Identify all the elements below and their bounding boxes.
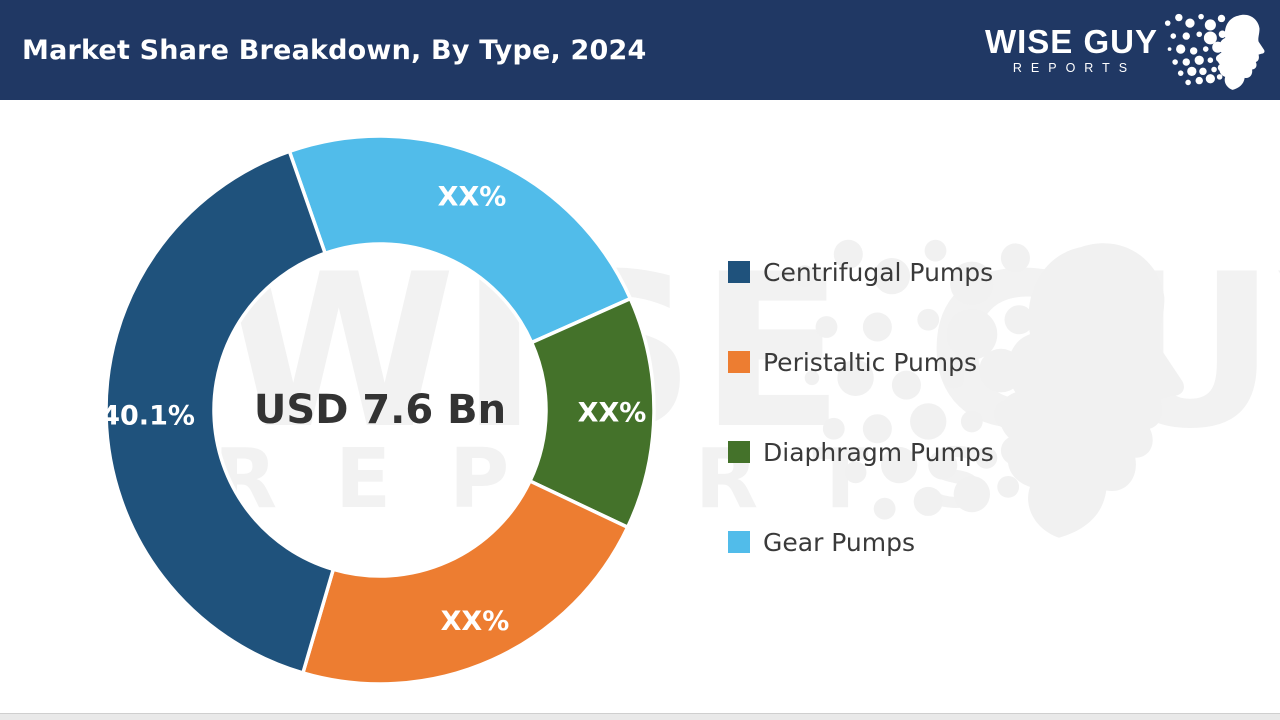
legend-swatch-icon	[728, 531, 750, 553]
donut-chart: XX% XX% XX% 40.1%	[101, 134, 656, 686]
donut-segment-label-diaphragm-pumps: XX%	[578, 397, 647, 428]
legend-label: Peristaltic Pumps	[763, 347, 978, 377]
legend-swatch-icon	[728, 441, 750, 463]
brand-face-icon	[1164, 13, 1265, 90]
legend-item-centrifugal-pumps: Centrifugal Pumps	[728, 257, 994, 287]
legend-label: Diaphragm Pumps	[763, 437, 994, 467]
brand-logo: WISE GUY REPORTS	[985, 6, 1266, 94]
donut-segment-label-gear-pumps: XX%	[438, 182, 507, 213]
footer-bar	[0, 713, 1280, 720]
legend-item-peristaltic-pumps: Peristaltic Pumps	[728, 347, 994, 377]
legend: Centrifugal Pumps Peristaltic Pumps Diaphr…	[728, 258, 994, 618]
brand-logo-text: WISE GUY REPORTS	[985, 25, 1158, 75]
donut-center-value: USD 7.6 Bn	[253, 387, 507, 433]
page-title: Market Share Breakdown, By Type, 2024	[22, 34, 647, 66]
legend-item-gear-pumps: Gear Pumps	[728, 527, 994, 557]
legend-label: Centrifugal Pumps	[763, 257, 994, 287]
donut-segment-label-peristaltic-pumps: XX%	[441, 606, 510, 637]
legend-item-diaphragm-pumps: Diaphragm Pumps	[728, 437, 994, 467]
donut-segment-gear-pumps	[287, 134, 633, 345]
chart-area: WISE GUY REPORTS XX%XX%XX%40.1% USD	[0, 100, 1280, 713]
legend-swatch-icon	[728, 261, 750, 283]
donut-segment-centrifugal-pumps	[104, 149, 336, 675]
legend-label: Gear Pumps	[763, 527, 916, 557]
brand-name: WISE GUY	[984, 23, 1158, 61]
donut-segment-peristaltic-pumps	[301, 479, 630, 686]
header: Market Share Breakdown, By Type, 2024 WI…	[0, 0, 1280, 100]
brand-subtitle: REPORTS	[1012, 61, 1137, 76]
watermark-face-icon	[793, 239, 1184, 538]
legend-swatch-icon	[728, 351, 750, 373]
donut-segment-label-centrifugal-pumps: 40.1%	[101, 400, 195, 431]
